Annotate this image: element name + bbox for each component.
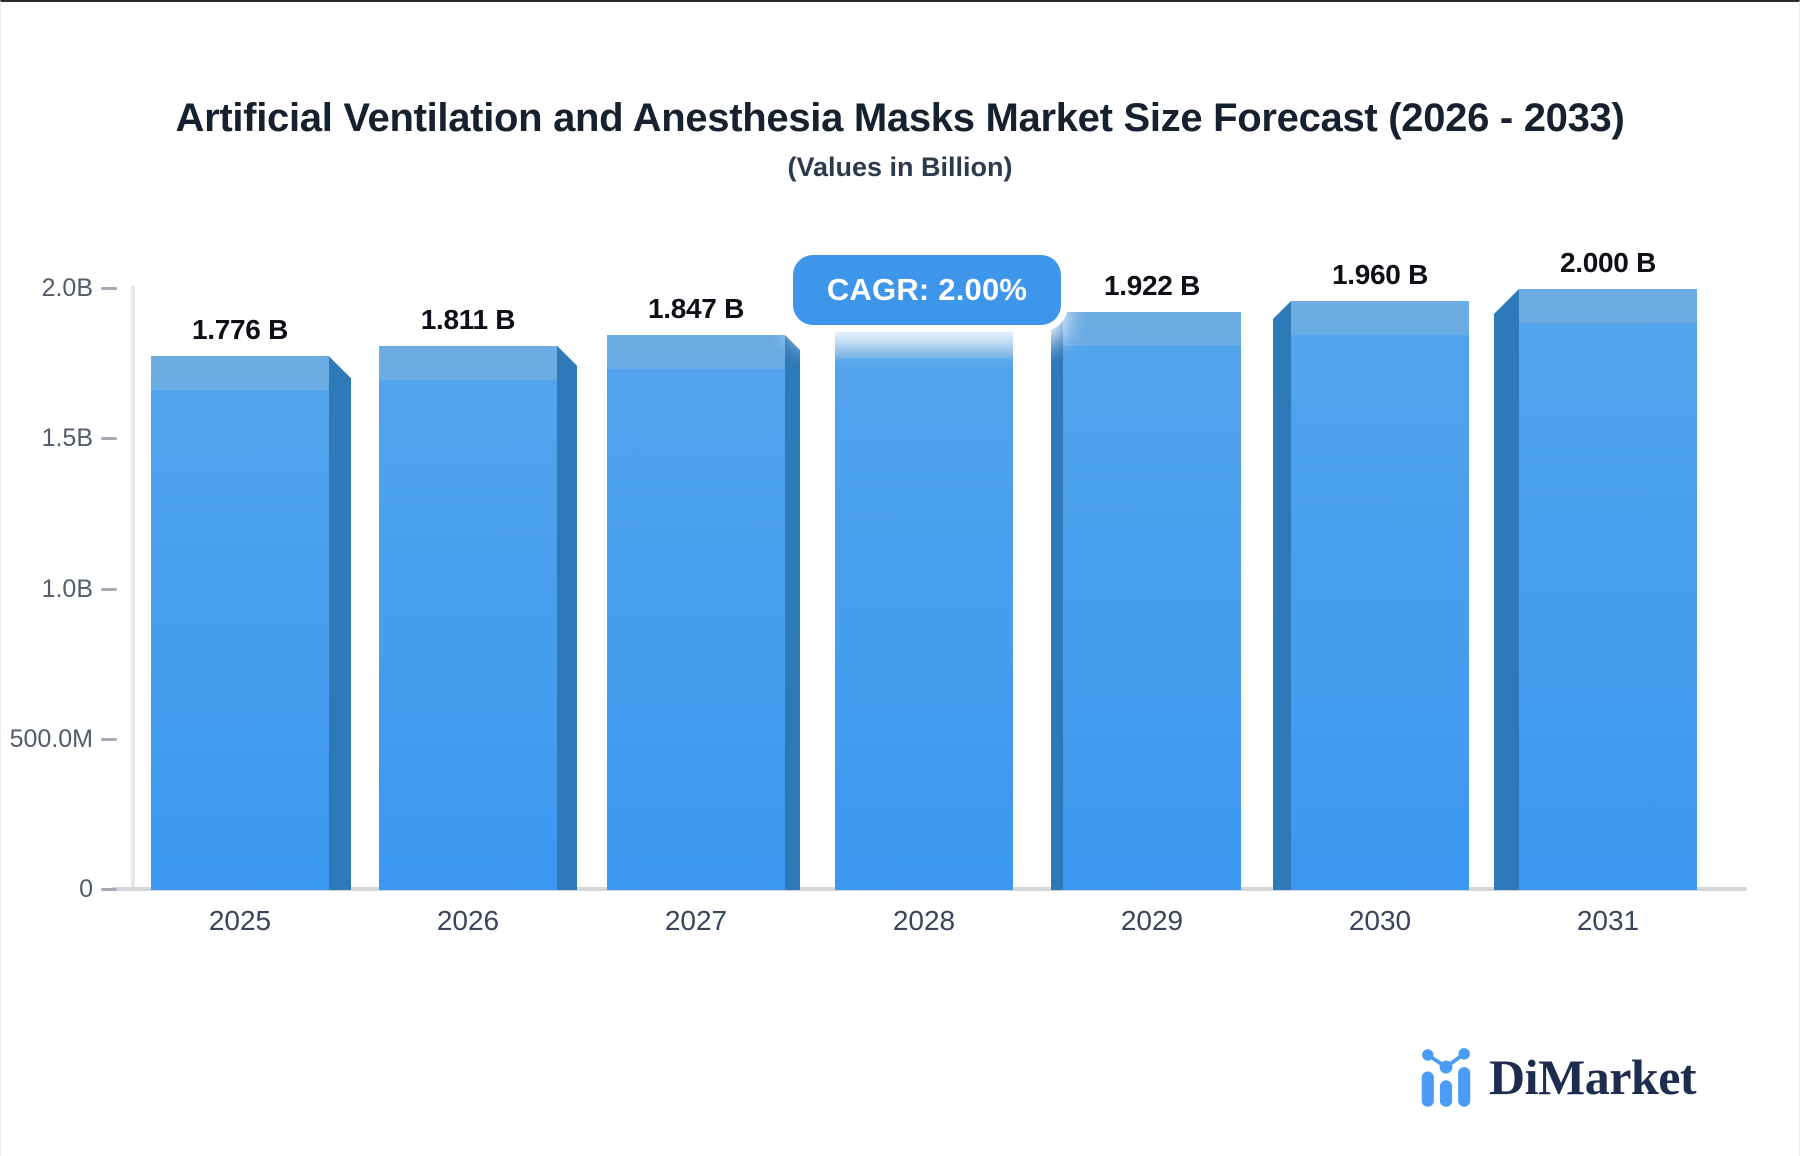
x-tick-label: 2027: [664, 905, 728, 936]
x-tick-label: 2030: [1348, 905, 1412, 936]
y-tick-mark: [101, 587, 117, 591]
y-tick-mark: [101, 737, 117, 741]
bar-2027: [607, 334, 785, 890]
bar-2025: [151, 356, 329, 890]
y-tick-label: 1.0B: [41, 574, 93, 603]
x-tick-label: 2029: [1120, 905, 1184, 936]
bar-value-label: 1.811 B: [420, 303, 516, 335]
bar-side-face: [1273, 301, 1291, 890]
y-tick-label: 500.0M: [9, 724, 93, 753]
chart-title: Artificial Ventilation and Anesthesia Ma…: [175, 96, 1625, 140]
bar-2029: [1063, 312, 1241, 890]
x-tick-label: 2025: [208, 905, 272, 936]
brand-logo: DiMarket: [1417, 1042, 1697, 1112]
y-axis-line: [131, 285, 135, 890]
bar-side-face: [1494, 289, 1519, 890]
chart-subtitle: (Values in Billion): [787, 152, 1013, 182]
bar-value-label: 1.960 B: [1332, 259, 1428, 291]
y-tick-label: 0: [79, 875, 93, 903]
y-tick-mark: [101, 888, 117, 891]
brand-logo-text: DiMarket: [1489, 1049, 1697, 1105]
y-tick-mark: [101, 287, 117, 290]
bar-2026: [379, 345, 557, 890]
cagr-badge: CAGR: 2.00%: [793, 255, 1061, 325]
bar-value-label: 2.000 B: [1560, 247, 1656, 278]
bar-value-label: 1.776 B: [192, 314, 288, 346]
y-tick-label: 2.0B: [41, 274, 93, 302]
bar-2028: [835, 323, 1013, 890]
bar-side-face: [1051, 312, 1063, 890]
x-tick-label: 2028: [892, 905, 956, 936]
bar-2031: [1519, 289, 1697, 890]
y-tick-mark: [101, 437, 117, 441]
bar-side-face: [557, 345, 577, 890]
bar-value-label: 1.922 B: [1104, 270, 1200, 302]
bar-2030: [1291, 301, 1469, 890]
bar-side-face: [329, 356, 351, 890]
y-tick-label: 1.5B: [41, 424, 93, 453]
bar-side-face: [785, 334, 800, 890]
bar-value-label: 1.847 B: [648, 292, 744, 324]
x-tick-label: 2026: [436, 905, 500, 936]
x-tick-label: 2031: [1576, 905, 1640, 936]
mini-bar-chart-icon: [1417, 1045, 1475, 1109]
